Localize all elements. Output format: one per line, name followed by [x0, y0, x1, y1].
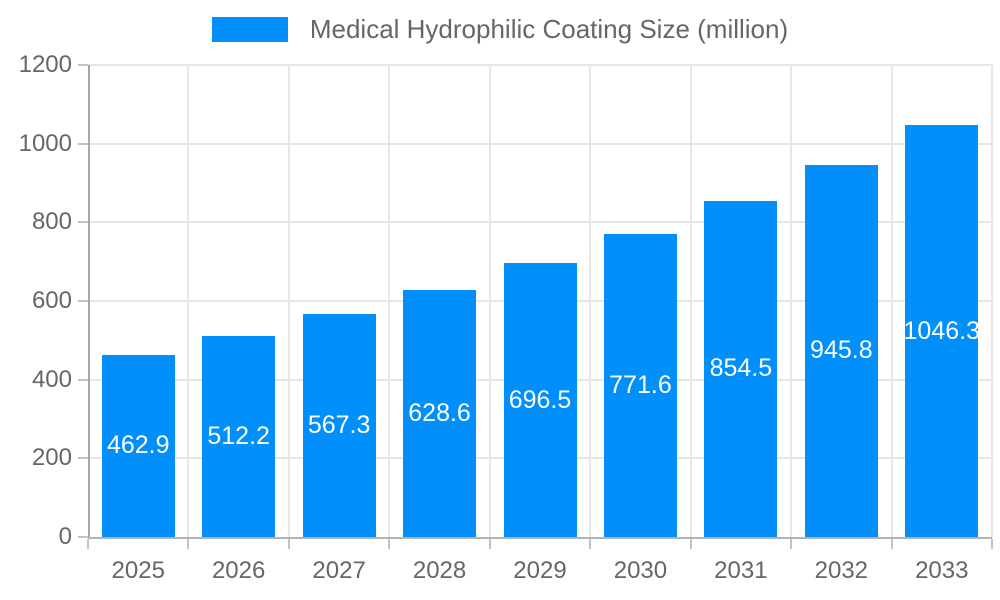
- x-axis-tick: [790, 539, 793, 549]
- bar[interactable]: 771.6: [603, 233, 677, 537]
- y-tick-label: 0: [58, 523, 72, 550]
- legend[interactable]: Medical Hydrophilic Coating Size (millio…: [0, 14, 1000, 45]
- x-tick-label: 2030: [613, 557, 668, 584]
- bar[interactable]: 462.9: [101, 354, 175, 537]
- x-grid-line: [790, 65, 793, 537]
- x-tick-label: 2026: [211, 557, 266, 584]
- x-grid-line: [890, 65, 893, 537]
- bar[interactable]: 696.5: [503, 263, 577, 537]
- plot-area: 462.9 2025 512.2 2026 567.3 2027 628.6 2028 696.…: [78, 64, 993, 584]
- x-axis-tick: [488, 539, 491, 549]
- x-tick-label: 2027: [312, 557, 366, 584]
- y-grid-line: [88, 64, 992, 66]
- x-axis-tick: [87, 539, 89, 549]
- y-axis-tick: [78, 300, 88, 302]
- y-axis-tick: [78, 457, 88, 460]
- y-tick-label: 600: [31, 287, 72, 314]
- x-tick-label: 2029: [513, 557, 567, 584]
- y-tick-label: 800: [31, 208, 72, 236]
- x-tick-label: 2031: [714, 557, 768, 584]
- x-axis-tick: [287, 539, 290, 549]
- y-tick-label: 1200: [18, 51, 72, 78]
- y-axis-tick: [78, 536, 88, 538]
- bar[interactable]: 1046.3: [903, 125, 980, 537]
- legend-swatch[interactable]: [211, 17, 288, 42]
- x-axis-tick: [689, 539, 692, 549]
- bar-value-label: 945.8: [810, 336, 873, 365]
- x-grid-line: [991, 65, 993, 537]
- y-axis-tick: [78, 378, 88, 381]
- x-tick-label: 2025: [111, 557, 165, 584]
- y-tick-label: 400: [31, 365, 72, 393]
- y-tick-label: 1000: [18, 129, 72, 157]
- legend-label[interactable]: Medical Hydrophilic Coating Size (millio…: [309, 14, 789, 44]
- y-tick-label: 200: [31, 444, 72, 472]
- x-axis-tick: [890, 539, 893, 549]
- x-axis-tick: [187, 539, 190, 549]
- x-grid-line: [488, 65, 491, 537]
- bar[interactable]: 628.6: [403, 289, 477, 537]
- y-grid-line: [88, 142, 992, 145]
- bar[interactable]: 567.3: [302, 313, 376, 537]
- bar[interactable]: 512.2: [202, 335, 276, 537]
- x-tick-label: 2032: [814, 557, 869, 584]
- y-axis-tick: [78, 64, 88, 66]
- x-tick-label: 2033: [915, 557, 969, 584]
- bar-value-label: 628.6: [408, 398, 471, 427]
- x-tick-label: 2028: [412, 557, 467, 584]
- y-axis-tick: [78, 221, 88, 224]
- x-grid-line: [388, 65, 391, 537]
- bar[interactable]: 945.8: [804, 164, 878, 537]
- bar[interactable]: 854.5: [704, 200, 778, 537]
- x-grid-line: [589, 65, 592, 537]
- x-grid-line: [187, 65, 190, 537]
- x-axis-tick: [388, 539, 391, 549]
- bar-value-label: 1046.3: [903, 316, 980, 345]
- bar-value-label: 854.5: [709, 354, 773, 383]
- x-axis-tick: [589, 539, 592, 549]
- y-grid-line: [88, 221, 992, 224]
- y-axis-tick: [78, 142, 88, 145]
- x-axis-line: [88, 537, 992, 539]
- y-axis-line: [88, 65, 90, 539]
- x-grid-line: [287, 65, 290, 537]
- bar-value-label: 771.6: [609, 370, 672, 399]
- x-grid-line: [689, 65, 692, 537]
- bar-value-label: 462.9: [106, 431, 170, 460]
- bar-value-label: 567.3: [307, 410, 371, 439]
- x-axis-tick: [991, 539, 993, 549]
- bar-value-label: 696.5: [508, 385, 572, 414]
- bar-value-label: 512.2: [207, 421, 270, 450]
